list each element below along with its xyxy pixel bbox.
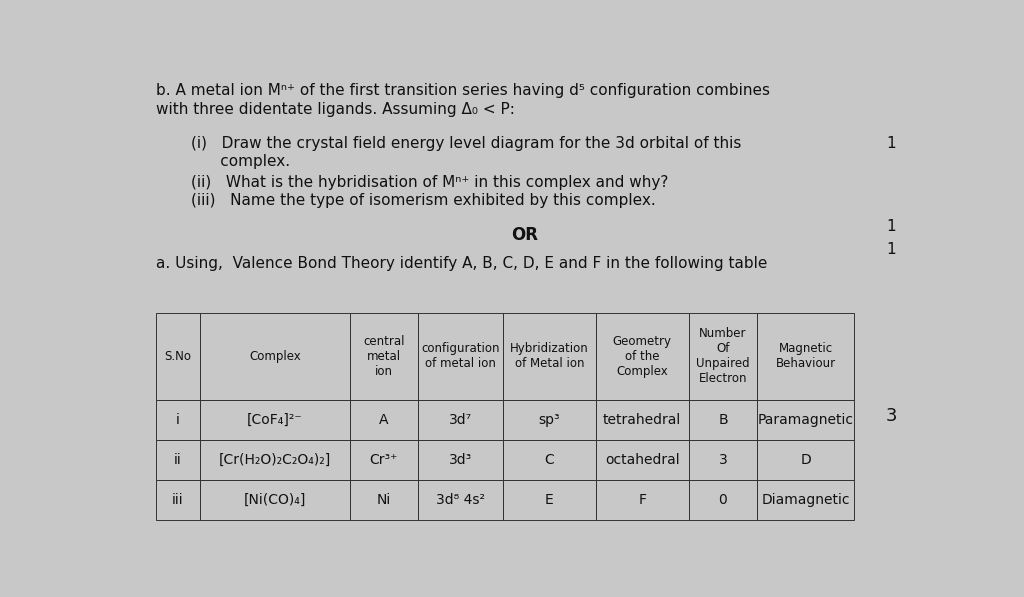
- Text: F: F: [638, 493, 646, 507]
- Bar: [758, 400, 854, 440]
- Text: ii: ii: [174, 453, 182, 467]
- Text: [CoF₄]²⁻: [CoF₄]²⁻: [247, 413, 303, 427]
- Bar: [349, 480, 418, 520]
- Text: with three didentate ligands. Assuming Δ₀ < P:: with three didentate ligands. Assuming Δ…: [156, 101, 515, 116]
- Text: Hybridization
of Metal ion: Hybridization of Metal ion: [510, 343, 589, 370]
- Bar: [200, 440, 349, 480]
- Bar: [200, 400, 349, 440]
- Text: C: C: [545, 453, 554, 467]
- Bar: [688, 480, 758, 520]
- Text: Ni: Ni: [377, 493, 391, 507]
- Text: Geometry
of the
Complex: Geometry of the Complex: [612, 335, 672, 378]
- Text: Magnetic
Behaviour: Magnetic Behaviour: [775, 343, 836, 370]
- Text: Paramagnetic: Paramagnetic: [758, 413, 854, 427]
- Text: (ii)   What is the hybridisation of Mⁿ⁺ in this complex and why?: (ii) What is the hybridisation of Mⁿ⁺ in…: [191, 175, 669, 190]
- Text: iii: iii: [172, 493, 183, 507]
- Bar: [156, 400, 200, 440]
- Bar: [758, 440, 854, 480]
- Text: configuration
of metal ion: configuration of metal ion: [421, 343, 500, 370]
- Text: sp³: sp³: [539, 413, 560, 427]
- Bar: [688, 313, 758, 400]
- Text: 0: 0: [719, 493, 727, 507]
- Text: E: E: [545, 493, 554, 507]
- Bar: [349, 313, 418, 400]
- Bar: [418, 400, 503, 440]
- Bar: [200, 480, 349, 520]
- Bar: [758, 480, 854, 520]
- Text: [Cr(H₂O)₂C₂O₄)₂]: [Cr(H₂O)₂C₂O₄)₂]: [219, 453, 331, 467]
- Text: 3d⁸ 4s²: 3d⁸ 4s²: [436, 493, 485, 507]
- Text: 3: 3: [886, 407, 897, 426]
- Text: B: B: [718, 413, 728, 427]
- Bar: [688, 440, 758, 480]
- Text: [Ni(CO)₄]: [Ni(CO)₄]: [244, 493, 306, 507]
- Bar: [503, 440, 596, 480]
- Text: A: A: [379, 413, 388, 427]
- Text: tetrahedral: tetrahedral: [603, 413, 681, 427]
- Bar: [503, 400, 596, 440]
- Text: 1: 1: [886, 219, 896, 234]
- Text: a. Using,  Valence Bond Theory identify A, B, C, D, E and F in the following tab: a. Using, Valence Bond Theory identify A…: [156, 256, 767, 270]
- Text: 1: 1: [886, 242, 896, 257]
- Text: complex.: complex.: [191, 155, 291, 170]
- Bar: [596, 313, 688, 400]
- Text: D: D: [801, 453, 811, 467]
- Bar: [596, 440, 688, 480]
- Text: Diamagnetic: Diamagnetic: [762, 493, 850, 507]
- Text: S.No: S.No: [165, 350, 191, 363]
- Bar: [503, 480, 596, 520]
- Bar: [418, 480, 503, 520]
- Text: b. A metal ion Mⁿ⁺ of the first transition series having d⁵ configuration combin: b. A metal ion Mⁿ⁺ of the first transiti…: [156, 83, 770, 98]
- Text: OR: OR: [511, 226, 539, 244]
- Text: i: i: [176, 413, 180, 427]
- Text: central
metal
ion: central metal ion: [364, 335, 404, 378]
- Bar: [349, 440, 418, 480]
- Text: Number
Of
Unpaired
Electron: Number Of Unpaired Electron: [696, 327, 750, 386]
- Text: Cr³⁺: Cr³⁺: [370, 453, 398, 467]
- Bar: [200, 313, 349, 400]
- Bar: [156, 480, 200, 520]
- Bar: [349, 400, 418, 440]
- Bar: [156, 440, 200, 480]
- Text: 1: 1: [886, 136, 896, 151]
- Text: Complex: Complex: [249, 350, 301, 363]
- Bar: [596, 480, 688, 520]
- Bar: [688, 400, 758, 440]
- Bar: [596, 400, 688, 440]
- Text: 3: 3: [719, 453, 727, 467]
- Bar: [418, 440, 503, 480]
- Text: (iii)   Name the type of isomerism exhibited by this complex.: (iii) Name the type of isomerism exhibit…: [191, 193, 656, 208]
- Text: 3d³: 3d³: [449, 453, 472, 467]
- Bar: [418, 313, 503, 400]
- Bar: [758, 313, 854, 400]
- Text: (i)   Draw the crystal field energy level diagram for the 3d orbital of this: (i) Draw the crystal field energy level …: [191, 136, 741, 151]
- Bar: [156, 313, 200, 400]
- Text: 3d⁷: 3d⁷: [449, 413, 472, 427]
- Bar: [503, 313, 596, 400]
- Text: octahedral: octahedral: [605, 453, 680, 467]
